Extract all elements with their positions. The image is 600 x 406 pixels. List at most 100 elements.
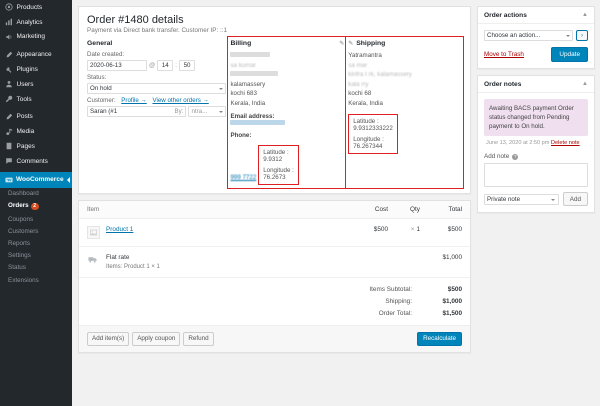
date-input[interactable]: 2020-06-13 <box>87 59 147 71</box>
order-data-panel: Order #1480 details Payment via Direct b… <box>78 6 471 194</box>
shipping-method-meta: Items: Product 1 × 1 <box>106 263 160 270</box>
marketing-icon <box>5 33 13 41</box>
sidebar-label: WooCommerce <box>16 176 64 184</box>
sidebar-item-tools[interactable]: Tools <box>0 92 72 107</box>
products-icon <box>5 3 13 11</box>
sidebar-item-wc-extensions[interactable]: Extensions <box>0 274 72 286</box>
sidebar-item-wc-settings[interactable]: Settings <box>0 250 72 262</box>
table-row-shipping[interactable]: Flat rate Items: Product 1 × 1 $1,000 <box>79 247 470 278</box>
order-actions-footer: Move to Trash Update <box>484 47 588 62</box>
sidebar-item-wc-reports[interactable]: Reports <box>0 237 72 249</box>
sidebar-item-plugins[interactable]: Plugins <box>0 62 72 77</box>
sidebar-item-posts[interactable]: Posts <box>0 109 72 124</box>
customer-select[interactable]: Saran (#1 By: <box>87 105 187 117</box>
apply-coupon-button[interactable]: Apply coupon <box>132 331 181 346</box>
sidebar-item-media[interactable]: Media <box>0 124 72 139</box>
sidebar-label: Pages <box>16 142 35 150</box>
sidebar-item-marketing[interactable]: Marketing <box>0 30 72 45</box>
help-icon[interactable]: ? <box>512 153 519 160</box>
update-button[interactable]: Update <box>551 47 588 62</box>
sidebar-item-analytics[interactable]: Analytics <box>0 15 72 30</box>
by-select[interactable]: ntra... <box>188 105 227 117</box>
recalculate-button[interactable]: Recalculate <box>417 331 462 347</box>
date-created-label: Date created: <box>87 51 125 58</box>
order-header: Order #1480 details Payment via Direct b… <box>79 7 470 37</box>
status-select[interactable]: On hold <box>87 82 227 94</box>
refund-button[interactable]: Refund <box>183 331 214 346</box>
chevron-up-icon[interactable]: ▲ <box>582 12 588 18</box>
sidebar-item-pages[interactable]: Pages <box>0 139 72 154</box>
shipping-total-label: Shipping: <box>385 297 412 305</box>
total-cell: $500 <box>447 226 462 233</box>
edit-pencil-icon[interactable]: ✎ <box>348 41 354 47</box>
sidebar-label: Dashboard <box>8 190 39 198</box>
product-name-cell: Product 1 <box>106 226 348 233</box>
sidebar-label: Extensions <box>8 276 39 284</box>
delete-note-link[interactable]: Delete note <box>551 140 580 146</box>
sidebar-label: Marketing <box>16 33 46 41</box>
edit-pencil-icon[interactable]: ✎ <box>339 41 345 47</box>
hour-input[interactable]: 14 <box>157 59 174 71</box>
sidebar-item-appearance[interactable]: Appearance <box>0 47 72 62</box>
view-other-orders-link[interactable]: View other orders → <box>152 97 209 104</box>
admin-sidebar: Products Analytics Marketing Appearance … <box>0 0 72 406</box>
tools-icon <box>5 95 13 103</box>
sidebar-item-wc-status[interactable]: Status <box>0 262 72 274</box>
at-symbol: @ <box>149 61 156 69</box>
add-note-text: Add note <box>484 153 510 160</box>
billing-line-1: kalamassery <box>230 80 266 88</box>
note-type-select[interactable]: Private note <box>484 193 559 205</box>
billing-column: Billing ✎ sa kumar kalamassery kochi 683… <box>227 36 347 189</box>
subtotal-label: Items Subtotal: <box>369 285 412 293</box>
minute-input[interactable]: 50 <box>179 59 196 71</box>
left-column: Order #1480 details Payment via Direct b… <box>78 6 471 406</box>
users-icon <box>5 80 13 88</box>
billing-longitude-label: Longitude : <box>263 167 294 174</box>
shipping-line-2: kala rry <box>348 80 369 88</box>
analytics-icon <box>5 18 13 26</box>
sidebar-label: Orders <box>8 202 29 210</box>
order-action-select[interactable]: Choose an action... <box>484 30 573 41</box>
phone-link[interactable]: 999 7722 <box>230 174 257 181</box>
sidebar-label: Products <box>16 3 43 11</box>
shipping-longitude-value: 76.267344 <box>353 143 383 150</box>
apply-action-button[interactable]: › <box>576 30 588 41</box>
sidebar-item-wc-coupons[interactable]: Coupons <box>0 213 72 225</box>
profile-link[interactable]: Profile → <box>121 97 147 104</box>
sidebar-item-users[interactable]: Users <box>0 77 72 92</box>
chevron-right-icon <box>67 176 70 183</box>
shipping-method-name: Flat rate <box>106 254 130 261</box>
sidebar-item-wc-orders[interactable]: Orders 2 <box>0 200 72 213</box>
table-row[interactable]: Product 1 $500 × 1 $500 <box>79 219 470 247</box>
product-link[interactable]: Product 1 <box>106 226 134 233</box>
add-note-label: Add note ? <box>484 153 588 160</box>
sidebar-item-products[interactable]: Products <box>0 0 72 15</box>
time-separator: : <box>175 61 178 69</box>
move-to-trash-link[interactable]: Move to Trash <box>484 51 524 58</box>
right-column: Order actions ▲ Choose an action... › Mo… <box>477 6 595 406</box>
shipping-heading-text: Shipping <box>356 40 386 47</box>
sidebar-item-comments[interactable]: Comments <box>0 154 72 169</box>
order-subtitle: Payment via Direct bank transfer. Custom… <box>87 27 227 34</box>
add-items-button[interactable]: Add item(s) <box>87 331 130 346</box>
subtotal-value: $500 <box>447 285 462 293</box>
sidebar-label: Status <box>8 264 26 272</box>
order-items-panel: Item Cost Qty Total Product 1 $500 × 1 <box>78 200 471 354</box>
shipping-address: Yatramantra sa mar kinfra t rk, kalamass… <box>348 51 462 108</box>
sidebar-item-wc-customers[interactable]: Customers <box>0 225 72 237</box>
add-note-textarea[interactable] <box>484 163 588 187</box>
add-note-button[interactable]: Add <box>562 192 588 207</box>
comments-icon <box>5 157 13 165</box>
chevron-up-icon[interactable]: ▲ <box>582 81 588 87</box>
sidebar-label: Comments <box>16 157 48 165</box>
sidebar-item-wc-dashboard[interactable]: Dashboard <box>0 188 72 200</box>
shipping-method-cell: Flat rate Items: Product 1 × 1 <box>106 254 348 270</box>
phone-label: Phone: <box>230 132 252 139</box>
column-item: Item <box>87 206 100 213</box>
sidebar-label: Appearance <box>16 51 52 59</box>
sidebar-item-woocommerce[interactable]: WooCommerce <box>0 171 72 188</box>
customer-row: Saran (#1 By: ntra... <box>87 105 227 117</box>
posts-icon <box>5 113 13 121</box>
shipping-latitude-label: Latitude : <box>353 118 379 125</box>
